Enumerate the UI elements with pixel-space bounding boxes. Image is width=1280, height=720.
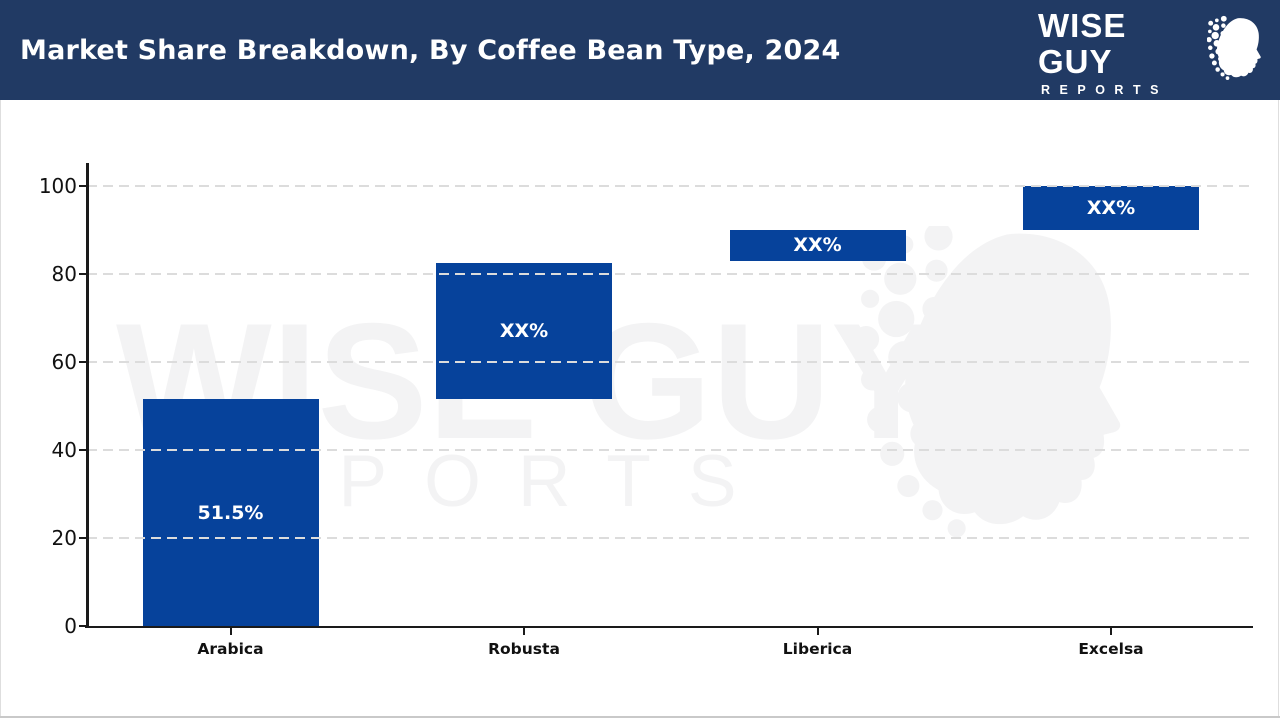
y-tick-label-40: 40: [51, 438, 77, 462]
bar-arabica: 51.5%: [142, 399, 319, 626]
sheet-border-right: [1278, 100, 1279, 717]
bar-value-label: XX%: [1086, 197, 1136, 219]
chart-sheet: WISE GUY REPORTS 51.5% XX% XX% XX% 0 20 40 60 80…: [0, 100, 1280, 720]
gridline-y100: [87, 185, 1253, 187]
x-tick-arabica: [229, 628, 232, 635]
page-title: Market Share Breakdown, By Coffee Bean T…: [20, 34, 841, 66]
bar-value-label: 51.5%: [197, 501, 264, 524]
y-tick-0: [79, 625, 86, 627]
y-tick-80: [79, 273, 86, 275]
bar-value-label: XX%: [793, 234, 842, 257]
gridline-y60: [87, 361, 1253, 363]
y-tick-label-0: 0: [64, 614, 77, 638]
x-tick-label-liberica: Liberica: [782, 640, 853, 658]
gridline-y40: [87, 449, 1253, 451]
x-tick-excelsa: [1110, 628, 1112, 635]
y-tick-label-80: 80: [51, 262, 77, 286]
sheet-border-bottom: [0, 716, 1280, 718]
bar-excelsa: XX%: [1023, 186, 1199, 230]
watermark-face-icon: [856, 226, 1121, 538]
x-tick-label-robusta: Robusta: [488, 640, 560, 658]
bar-liberica: XX%: [729, 230, 906, 261]
x-tick-robusta: [523, 628, 525, 635]
y-tick-label-100: 100: [38, 174, 77, 198]
x-axis-line: [85, 625, 1253, 628]
bar-robusta: XX%: [436, 263, 612, 400]
y-tick-20: [79, 537, 86, 539]
logo-subtitle: REPORTS: [1041, 82, 1168, 97]
y-tick-40: [79, 449, 86, 451]
y-tick-60: [79, 361, 86, 363]
y-tick-100: [79, 185, 86, 187]
y-tick-label-20: 20: [51, 526, 77, 550]
y-tick-label-60: 60: [51, 350, 77, 374]
header-bar: Market Share Breakdown, By Coffee Bean T…: [0, 0, 1280, 100]
wiseguy-logo-text: WISE GUY REPORTS: [1038, 6, 1205, 97]
y-axis-line: [86, 163, 89, 628]
logo-wordmark: WISE GUY: [1038, 6, 1127, 80]
gridline-y80: [87, 273, 1253, 275]
bar-value-label: XX%: [499, 320, 549, 343]
sheet-border-left: [0, 100, 1, 717]
wiseguy-logo: WISE GUY REPORTS: [1038, 7, 1270, 97]
x-tick-liberica: [816, 628, 819, 635]
x-tick-label-arabica: Arabica: [197, 640, 264, 658]
wiseguy-face-icon: [1206, 15, 1261, 80]
gridline-y20: [87, 537, 1253, 539]
x-tick-label-excelsa: Excelsa: [1078, 640, 1144, 658]
